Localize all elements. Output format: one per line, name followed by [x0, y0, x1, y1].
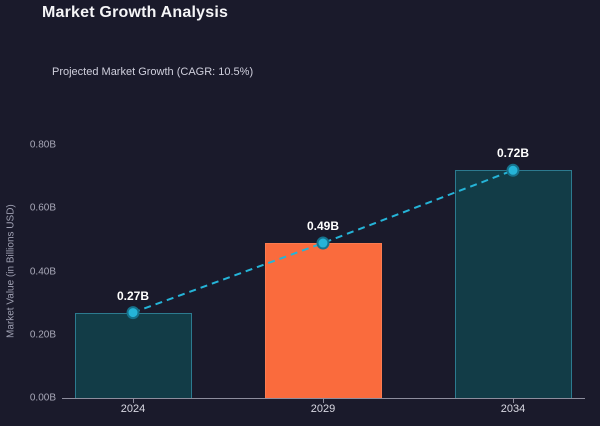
trend-line-overlay: [126, 163, 520, 320]
y-axis-tick-labels: 0.00B 0.20B 0.40B 0.60B 0.80B: [0, 140, 56, 404]
x-tick-mark: [513, 399, 514, 403]
y-tick-label: 0.40B: [29, 266, 56, 277]
x-tick-label-2029: 2029: [310, 403, 336, 415]
bar-value-label: 0.27B: [116, 288, 150, 303]
y-tick-label: 0.20B: [29, 329, 56, 341]
plot-area: 0.27B 0.49B 0.72B: [62, 145, 585, 399]
trend-marker-2024: [126, 306, 140, 320]
chart-title: Market Growth Analysis: [42, 4, 229, 21]
trend-marker-2034: [506, 163, 520, 177]
y-tick-label: 0.00B: [29, 392, 56, 404]
x-tick-mark: [133, 399, 134, 403]
bar-value-label: 0.49B: [306, 219, 340, 234]
chart-subtitle: Projected Market Growth (CAGR: 10.5%): [52, 66, 254, 78]
bar-value-label: 0.72B: [496, 146, 530, 161]
x-tick-label-2024: 2024: [120, 403, 146, 415]
x-tick-label-2034: 2034: [500, 403, 526, 415]
x-tick-mark: [323, 399, 324, 403]
x-axis-labels: 2024 2029 2034: [62, 403, 585, 419]
trend-line: [132, 169, 514, 314]
y-tick-label: 0.80B: [29, 139, 56, 151]
bar-2034: [454, 170, 572, 398]
trend-marker-2029: [316, 236, 330, 250]
bar-2029: [264, 243, 382, 398]
bar-2024: [74, 312, 192, 398]
y-tick-label: 0.60B: [29, 202, 56, 214]
